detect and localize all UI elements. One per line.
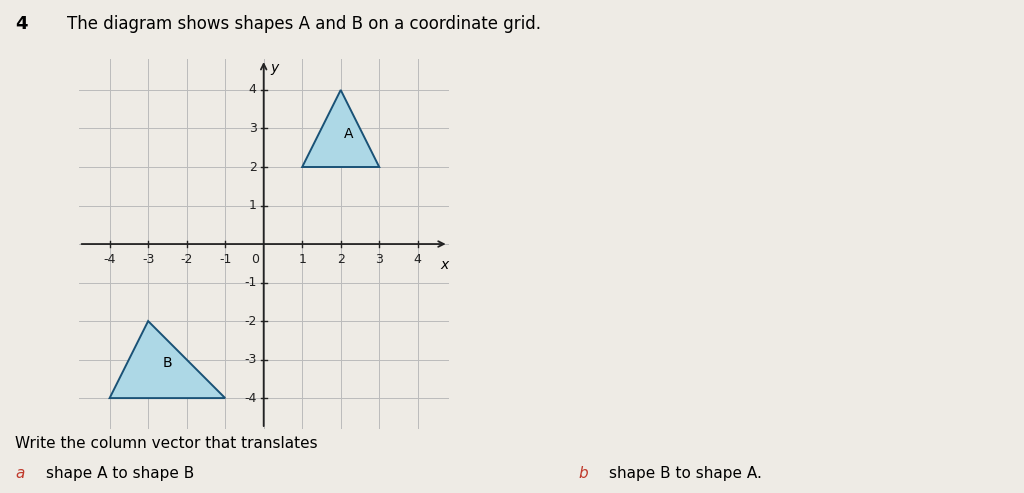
Text: -1: -1 [219, 252, 231, 266]
Text: 2: 2 [249, 161, 257, 174]
Polygon shape [302, 90, 379, 167]
Text: The diagram shows shapes A and B on a coordinate grid.: The diagram shows shapes A and B on a co… [67, 15, 541, 33]
Text: -4: -4 [245, 391, 257, 405]
Text: a: a [15, 466, 25, 481]
Text: 0: 0 [251, 252, 259, 266]
Text: 4: 4 [249, 83, 257, 97]
Text: x: x [440, 257, 449, 272]
Text: b: b [579, 466, 588, 481]
Text: shape A to shape B: shape A to shape B [46, 466, 195, 481]
Text: shape B to shape A.: shape B to shape A. [609, 466, 762, 481]
Text: 4: 4 [414, 252, 422, 266]
Text: -2: -2 [245, 315, 257, 327]
Text: Write the column vector that translates: Write the column vector that translates [15, 436, 318, 451]
Polygon shape [110, 321, 225, 398]
Text: -2: -2 [180, 252, 193, 266]
Text: 4: 4 [15, 15, 28, 33]
Text: -3: -3 [245, 353, 257, 366]
Text: -4: -4 [103, 252, 116, 266]
Text: 1: 1 [249, 199, 257, 212]
Text: A: A [344, 127, 353, 141]
Text: -1: -1 [245, 276, 257, 289]
Text: B: B [163, 356, 172, 370]
Text: 1: 1 [298, 252, 306, 266]
Text: 3: 3 [375, 252, 383, 266]
Text: -3: -3 [142, 252, 155, 266]
Text: y: y [270, 61, 279, 75]
Text: 3: 3 [249, 122, 257, 135]
Text: 2: 2 [337, 252, 345, 266]
